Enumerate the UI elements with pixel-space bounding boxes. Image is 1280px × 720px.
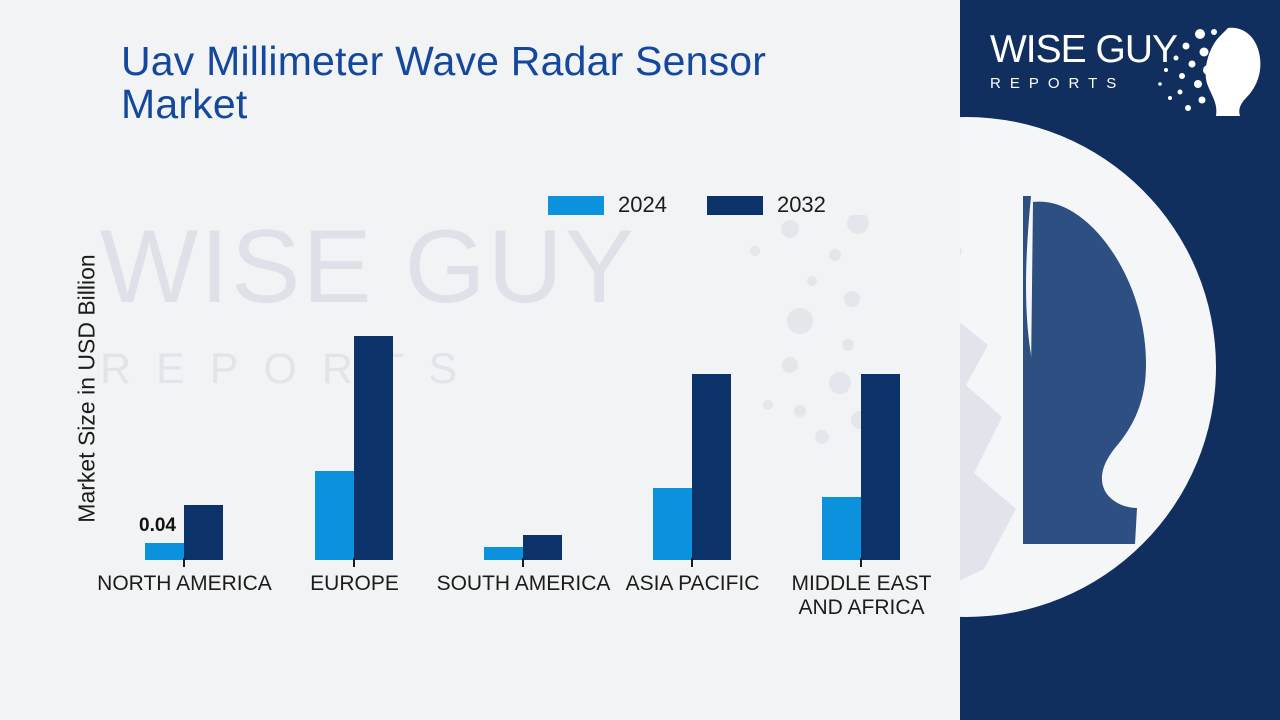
bar-2032[interactable]: [692, 374, 731, 560]
bar-2032[interactable]: [354, 336, 393, 560]
halftone-dots-icon: [960, 235, 1016, 597]
bar-2032[interactable]: [861, 374, 900, 560]
x-axis-category-label: EUROPE: [310, 572, 399, 595]
bar-group: SOUTH AMERICA: [437, 180, 610, 595]
legend-item-2032[interactable]: 2032: [706, 192, 826, 218]
brand-panel: WISE GUY REPORTS: [960, 0, 1280, 720]
bar-group: ASIA PACIFIC: [626, 180, 759, 595]
x-axis-category-label: ASIA PACIFIC: [625, 572, 760, 595]
bar-group: 0.04 NORTH AMERICA: [97, 180, 272, 595]
logo-halftone-head-icon: [1158, 27, 1261, 116]
brand-logo-word: WISE GUY: [990, 28, 1178, 71]
brand-logo-subtitle: REPORTS: [990, 75, 1126, 92]
y-axis-title: Market Size in USD Billion: [73, 254, 100, 523]
page-title: Uav Millimeter Wave Radar Sensor Market: [121, 38, 767, 128]
bar-2032[interactable]: [523, 534, 562, 560]
bar-group: MIDDLE EAST AND AFRICA: [791, 180, 932, 619]
head-profile-icon: [1023, 196, 1146, 544]
legend-swatch-2024: [548, 195, 604, 215]
x-axis-category-label: SOUTH AMERICA: [436, 572, 611, 595]
x-axis-category-label: MIDDLE EAST AND AFRICA: [791, 572, 932, 620]
x-axis-tick: [691, 558, 693, 567]
chart-legend: 2024 2032: [548, 192, 826, 218]
bar-2024[interactable]: [653, 488, 692, 560]
bar-2024[interactable]: [315, 471, 354, 560]
bar-2024[interactable]: [145, 543, 184, 560]
legend-item-2024[interactable]: 2024: [548, 192, 667, 218]
bar-2032[interactable]: [184, 505, 223, 560]
x-axis-tick: [860, 558, 862, 567]
legend-swatch-2032: [706, 195, 763, 215]
brand-logo: WISE GUY REPORTS: [990, 27, 1261, 116]
x-axis-tick: [183, 558, 185, 567]
x-axis-category-label: NORTH AMERICA: [97, 572, 272, 595]
legend-label-2024: 2024: [618, 192, 667, 217]
bar-2024[interactable]: [822, 496, 861, 560]
bar-group: EUROPE: [310, 180, 399, 595]
bar-value-label: 0.04: [139, 515, 176, 537]
legend-label-2032: 2032: [776, 192, 826, 217]
x-axis-tick: [522, 558, 524, 567]
plot-area: 0.04 NORTH AMERICA EUROPE SOUTH AMERICA ASIA…: [97, 180, 935, 619]
bar-2024[interactable]: [484, 547, 523, 560]
x-axis-tick: [353, 558, 355, 567]
